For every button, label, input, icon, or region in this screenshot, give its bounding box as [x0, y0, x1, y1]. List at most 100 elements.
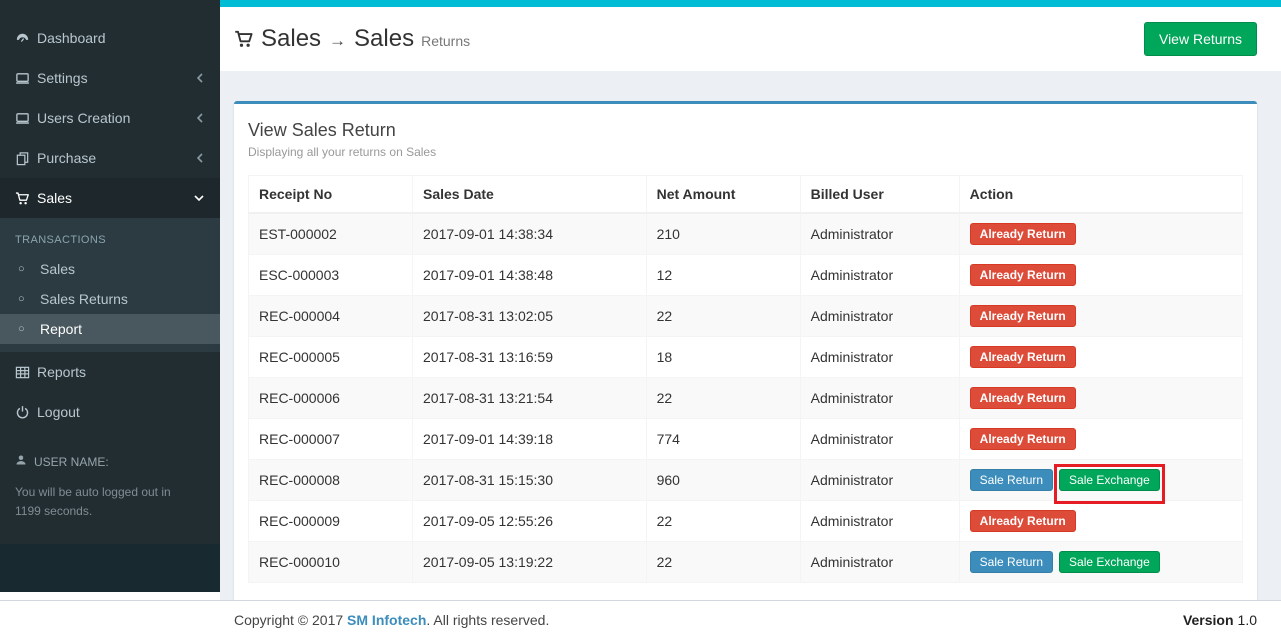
- cell-action: Sale Return Sale Exchange: [958, 541, 1244, 583]
- submenu-item-report[interactable]: ○ Report: [0, 314, 220, 344]
- table-row: REC-000005 2017-08-31 13:16:59 18 Administr…: [248, 336, 1244, 378]
- sale-exchange-button[interactable]: Sale Exchange: [1059, 469, 1160, 491]
- already-return-button[interactable]: Already Return: [969, 387, 1076, 409]
- already-return-button[interactable]: Already Return: [969, 264, 1076, 286]
- cell-net-amount: 774: [645, 418, 801, 460]
- sidebar: Dashboard Settings Users Creation: [0, 0, 220, 592]
- chevron-left-icon: [195, 112, 205, 124]
- copy-icon: [15, 151, 37, 166]
- top-accent-bar: [220, 0, 1281, 7]
- already-return-button[interactable]: Already Return: [969, 428, 1076, 450]
- chevron-left-icon: [195, 152, 205, 164]
- sales-return-panel: View Sales Return Displaying all your re…: [234, 101, 1257, 605]
- cell-billed-user: Administrator: [799, 459, 960, 501]
- content-header: Sales → Sales Returns View Returns: [220, 7, 1281, 71]
- column-header-receipt-no: Receipt No: [248, 175, 413, 214]
- view-returns-button[interactable]: View Returns: [1143, 22, 1257, 56]
- cell-sales-date: 2017-08-31 13:02:05: [412, 295, 647, 337]
- already-return-button[interactable]: Already Return: [969, 346, 1076, 368]
- cell-receipt-no: REC-000010: [248, 541, 413, 583]
- sale-return-button[interactable]: Sale Return: [969, 469, 1054, 491]
- submenu-item-sales-returns[interactable]: ○ Sales Returns: [0, 284, 220, 314]
- cart-icon: [15, 191, 37, 206]
- sidebar-item-logout[interactable]: Logout: [0, 392, 220, 432]
- sale-return-button[interactable]: Sale Return: [969, 551, 1054, 573]
- table-header-row: Receipt No Sales Date Net Amount Billed …: [248, 175, 1244, 214]
- arrow-right-icon: →: [329, 31, 347, 50]
- cell-action: Already Return: [958, 377, 1244, 419]
- cell-receipt-no: REC-000008: [248, 459, 413, 501]
- cell-receipt-no: REC-000004: [248, 295, 413, 337]
- cell-sales-date: 2017-08-31 13:16:59: [412, 336, 647, 378]
- submenu-item-sales[interactable]: ○ Sales: [0, 254, 220, 284]
- sidebar-item-dashboard[interactable]: Dashboard: [0, 18, 220, 58]
- circle-icon: ○: [18, 263, 25, 275]
- panel-title: View Sales Return: [248, 120, 396, 140]
- cell-action: Already Return: [958, 254, 1244, 296]
- cell-net-amount: 210: [645, 212, 801, 255]
- sidebar-item-label: Sales: [37, 190, 73, 206]
- annotation-highlight: Sale Exchange: [1054, 464, 1165, 504]
- sidebar-item-sales[interactable]: Sales: [0, 178, 220, 218]
- content: View Sales Return Displaying all your re…: [220, 71, 1281, 605]
- circle-icon: ○: [18, 323, 25, 335]
- sidebar-item-users-creation[interactable]: Users Creation: [0, 98, 220, 138]
- sidebar-nav: Dashboard Settings Users Creation: [0, 0, 220, 520]
- cell-action: Already Return: [958, 295, 1244, 337]
- cell-billed-user: Administrator: [799, 377, 960, 419]
- cell-receipt-no: REC-000009: [248, 500, 413, 542]
- cell-net-amount: 22: [645, 500, 801, 542]
- cell-sales-date: 2017-09-01 14:38:48: [412, 254, 647, 296]
- already-return-button[interactable]: Already Return: [969, 305, 1076, 327]
- cell-net-amount: 18: [645, 336, 801, 378]
- monitor-icon: [15, 111, 37, 126]
- submenu-item-label: Report: [40, 321, 83, 337]
- table-row: REC-000007 2017-09-01 14:39:18 774 Administ…: [248, 418, 1244, 460]
- company-link[interactable]: SM Infotech: [347, 612, 427, 628]
- page-title: Sales → Sales Returns: [234, 25, 470, 53]
- user-name-label: USER NAME:: [34, 454, 109, 469]
- cell-action: Already Return: [958, 212, 1244, 255]
- table-row: EST-000002 2017-09-01 14:38:34 210 Administ…: [248, 212, 1244, 255]
- column-header-action: Action: [958, 175, 1244, 214]
- already-return-button[interactable]: Already Return: [969, 510, 1076, 532]
- cell-net-amount: 22: [645, 377, 801, 419]
- sidebar-item-purchase[interactable]: Purchase: [0, 138, 220, 178]
- table-icon: [15, 365, 37, 380]
- table-row: REC-000010 2017-09-05 13:19:22 22 Administr…: [248, 541, 1244, 583]
- column-header-billed-user: Billed User: [799, 175, 960, 214]
- sidebar-footer-block: [0, 544, 220, 592]
- title-tertiary: Returns: [421, 33, 471, 49]
- cell-action: Already Return: [958, 418, 1244, 460]
- transactions-header: TRANSACTIONS: [15, 234, 106, 246]
- cell-sales-date: 2017-09-05 13:19:22: [412, 541, 647, 583]
- table-row: REC-000004 2017-08-31 13:02:05 22 Administr…: [248, 295, 1244, 337]
- chevron-left-icon: [195, 72, 205, 84]
- title-secondary: Sales: [354, 25, 415, 52]
- sidebar-item-settings[interactable]: Settings: [0, 58, 220, 98]
- cell-net-amount: 960: [645, 459, 801, 501]
- cell-receipt-no: REC-000005: [248, 336, 413, 378]
- cell-sales-date: 2017-08-31 13:21:54: [412, 377, 647, 419]
- cart-icon: [234, 29, 254, 49]
- table-row: ESC-000003 2017-09-01 14:38:48 12 Administr…: [248, 254, 1244, 296]
- sidebar-item-label: Logout: [37, 404, 80, 420]
- copyright-suffix: . All rights reserved.: [426, 612, 550, 628]
- sale-exchange-button[interactable]: Sale Exchange: [1059, 551, 1160, 573]
- already-return-button[interactable]: Already Return: [969, 223, 1076, 245]
- version-value: 1.0: [1237, 612, 1257, 628]
- submenu-item-label: Sales Returns: [40, 291, 128, 307]
- copyright-text: Copyright © 2017 SM Infotech. All rights…: [234, 612, 549, 628]
- sidebar-item-reports[interactable]: Reports: [0, 352, 220, 392]
- cell-sales-date: 2017-09-01 14:39:18: [412, 418, 647, 460]
- cell-net-amount: 22: [645, 541, 801, 583]
- cell-billed-user: Administrator: [799, 295, 960, 337]
- panel-subtitle: Displaying all your returns on Sales: [248, 145, 437, 159]
- version-label: Version: [1182, 612, 1234, 628]
- copyright-prefix: Copyright © 2017: [234, 612, 348, 628]
- sales-returns-table: Receipt No Sales Date Net Amount Billed …: [248, 175, 1244, 583]
- sidebar-item-label: Reports: [37, 364, 87, 380]
- column-header-sales-date: Sales Date: [412, 175, 647, 214]
- chevron-down-icon: [193, 193, 205, 203]
- cell-billed-user: Administrator: [799, 254, 960, 296]
